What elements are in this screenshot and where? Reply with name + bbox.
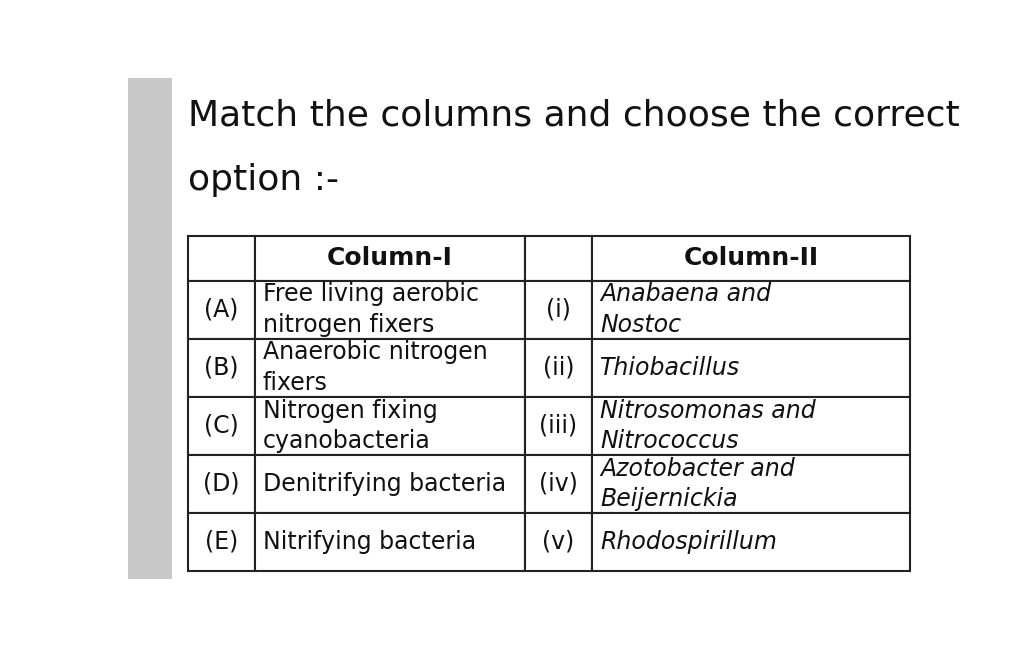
Bar	[592, 281, 909, 339]
Text: Thiobacillus: Thiobacillus	[600, 356, 740, 380]
Bar	[255, 339, 524, 396]
Bar	[592, 396, 909, 455]
Bar	[255, 281, 524, 339]
Bar	[524, 236, 592, 281]
Text: Anaerobic nitrogen
fixers: Anaerobic nitrogen fixers	[263, 341, 487, 395]
Bar	[592, 455, 909, 513]
Text: (i): (i)	[546, 298, 571, 322]
Bar	[187, 339, 255, 396]
Text: Nitrifying bacteria: Nitrifying bacteria	[263, 530, 476, 554]
Bar	[255, 236, 524, 281]
Text: option :-: option :-	[187, 163, 339, 197]
Bar	[128, 78, 172, 578]
Bar	[187, 396, 255, 455]
Bar	[524, 455, 592, 513]
Text: Rhodospirillum: Rhodospirillum	[600, 530, 777, 554]
Text: (A): (A)	[204, 298, 239, 322]
Bar	[524, 513, 592, 571]
Text: Anabaena and
Nostoc: Anabaena and Nostoc	[600, 282, 771, 337]
Text: Match the columns and choose the correct: Match the columns and choose the correct	[187, 98, 959, 132]
Bar	[524, 339, 592, 396]
Bar	[592, 339, 909, 396]
Text: Nitrosomonas and
Nitrococcus: Nitrosomonas and Nitrococcus	[600, 398, 816, 453]
Text: Column-II: Column-II	[683, 246, 818, 270]
Text: Free living aerobic
nitrogen fixers: Free living aerobic nitrogen fixers	[263, 282, 479, 337]
Text: (ii): (ii)	[543, 356, 574, 380]
Bar	[524, 281, 592, 339]
Text: (D): (D)	[203, 472, 240, 496]
Text: (C): (C)	[204, 414, 239, 438]
Bar	[255, 455, 524, 513]
Bar	[592, 513, 909, 571]
Bar	[187, 236, 255, 281]
Text: Azotobacter and
Beijernickia: Azotobacter and Beijernickia	[600, 456, 795, 512]
Text: (iii): (iii)	[540, 414, 578, 438]
Bar	[187, 281, 255, 339]
Bar	[187, 455, 255, 513]
Text: (iv): (iv)	[539, 472, 578, 496]
Text: (E): (E)	[205, 530, 238, 554]
Bar	[187, 513, 255, 571]
Bar	[524, 396, 592, 455]
Bar	[255, 513, 524, 571]
Bar	[592, 236, 909, 281]
Text: Column-I: Column-I	[327, 246, 453, 270]
Text: Nitrogen fixing
cyanobacteria: Nitrogen fixing cyanobacteria	[263, 398, 437, 453]
Text: Denitrifying bacteria: Denitrifying bacteria	[263, 472, 506, 496]
Bar	[255, 396, 524, 455]
Text: (B): (B)	[204, 356, 239, 380]
Text: (v): (v)	[543, 530, 574, 554]
